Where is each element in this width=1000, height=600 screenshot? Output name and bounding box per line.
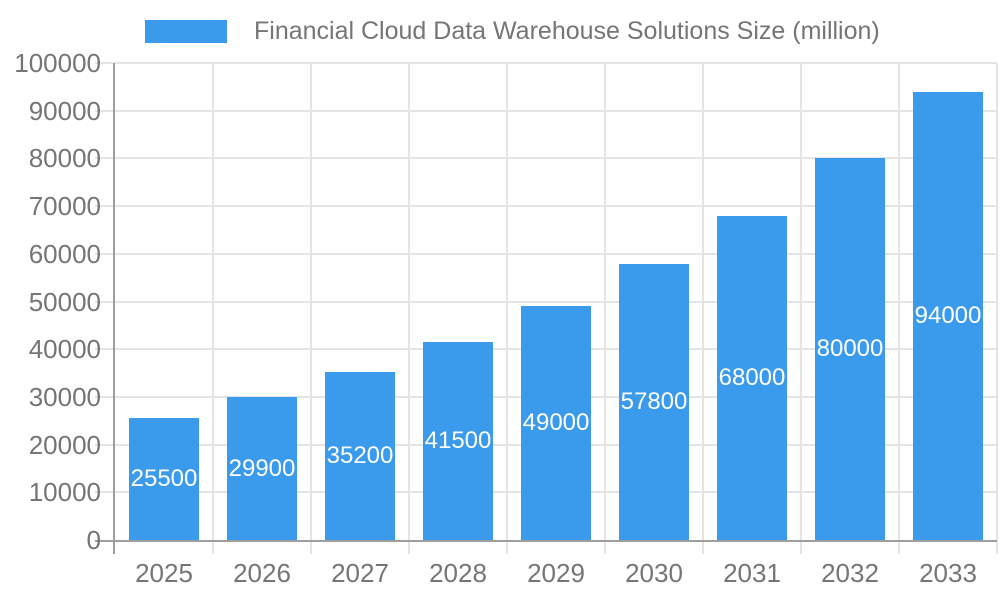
gridline-vertical (408, 63, 410, 554)
legend-item[interactable]: Financial Cloud Data Warehouse Solutions… (145, 15, 880, 48)
gridline-vertical (702, 63, 704, 554)
y-axis-tick-label: 0 (86, 525, 101, 555)
gridline-vertical (212, 63, 214, 554)
bar[interactable] (521, 306, 591, 540)
x-axis-line (95, 540, 997, 542)
x-axis-tick-label: 2025 (135, 558, 193, 588)
gridline-horizontal (95, 157, 997, 160)
legend-swatch (145, 20, 227, 43)
bar[interactable] (717, 215, 787, 540)
gridline-horizontal (95, 300, 997, 303)
y-axis-tick-label: 80000 (28, 143, 101, 174)
gridline-vertical (800, 63, 802, 554)
y-axis-tick-label: 30000 (28, 381, 101, 412)
x-axis-tick-label: 2032 (821, 558, 879, 588)
plot-area: 0 10000 20000 30000 40000 50000 60000 70000 8000… (14, 48, 998, 588)
y-axis-tick-label: 20000 (28, 429, 101, 460)
bar[interactable] (815, 158, 885, 540)
bar[interactable] (619, 264, 689, 540)
bar[interactable] (227, 397, 297, 540)
gridline-vertical (996, 63, 998, 554)
y-axis-tick-label: 40000 (28, 334, 101, 365)
gridline-vertical (506, 63, 508, 554)
x-axis-tick-label: 2030 (625, 558, 683, 588)
gridline-vertical (604, 63, 606, 554)
x-axis-tick-label: 2031 (723, 558, 781, 588)
x-axis-tick-label: 2026 (233, 558, 291, 588)
gridline-horizontal (95, 205, 997, 208)
x-axis-tick-label: 2027 (331, 558, 389, 588)
x-axis-tick-label: 2029 (527, 558, 585, 588)
x-axis-tick-label: 2033 (919, 558, 977, 588)
x-axis-tick-label: 2028 (429, 558, 487, 588)
gridline-vertical (898, 63, 900, 554)
y-axis-tick-label: 10000 (28, 477, 101, 508)
gridline-horizontal (95, 252, 997, 255)
y-axis-line (113, 63, 115, 554)
y-axis-tick-label: 70000 (28, 191, 101, 222)
gridline-vertical (310, 63, 312, 554)
legend-label: Financial Cloud Data Warehouse Solutions… (254, 17, 880, 45)
bar[interactable] (913, 91, 983, 540)
bar[interactable] (129, 418, 199, 540)
bar[interactable] (423, 342, 493, 540)
gridline-horizontal (95, 62, 997, 64)
gridline-horizontal (95, 109, 997, 112)
y-axis-tick-label: 90000 (28, 95, 101, 126)
y-axis-tick-label: 50000 (28, 286, 101, 317)
bar[interactable] (325, 372, 395, 540)
y-axis-tick-label: 60000 (28, 238, 101, 269)
y-axis-tick-label: 100000 (14, 48, 101, 78)
